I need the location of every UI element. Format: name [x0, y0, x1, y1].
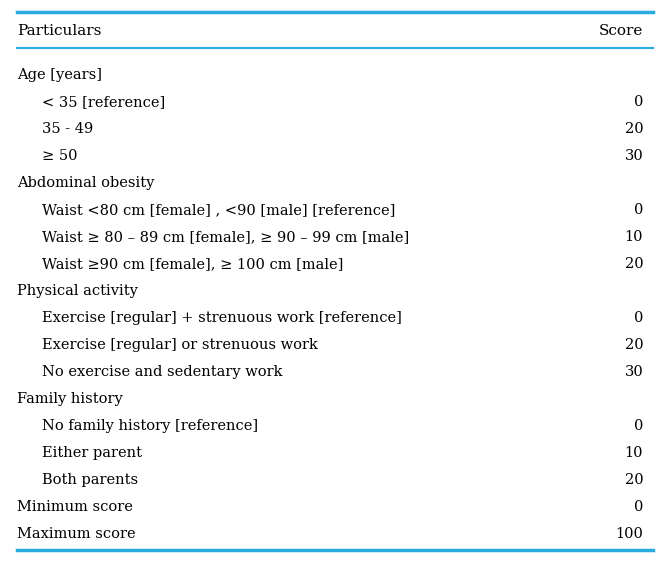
Text: Waist ≥90 cm [female], ≥ 100 cm [male]: Waist ≥90 cm [female], ≥ 100 cm [male]: [42, 257, 344, 271]
Text: No family history [reference]: No family history [reference]: [42, 419, 259, 433]
Text: 0: 0: [634, 419, 643, 433]
Text: Either parent: Either parent: [42, 446, 142, 460]
Text: < 35 [reference]: < 35 [reference]: [42, 95, 165, 109]
Text: Minimum score: Minimum score: [17, 500, 133, 513]
Text: 20: 20: [624, 122, 643, 136]
Text: Family history: Family history: [17, 392, 123, 406]
Text: Physical activity: Physical activity: [17, 284, 137, 298]
Text: 10: 10: [624, 230, 643, 244]
Text: 20: 20: [624, 257, 643, 271]
Text: Maximum score: Maximum score: [17, 527, 135, 541]
Text: 0: 0: [634, 95, 643, 109]
Text: Exercise [regular] + strenuous work [reference]: Exercise [regular] + strenuous work [ref…: [42, 311, 402, 325]
Text: 10: 10: [624, 446, 643, 460]
Text: Particulars: Particulars: [17, 24, 101, 38]
Text: Waist ≥ 80 – 89 cm [female], ≥ 90 – 99 cm [male]: Waist ≥ 80 – 89 cm [female], ≥ 90 – 99 c…: [42, 230, 409, 244]
Text: 0: 0: [634, 500, 643, 513]
Text: 30: 30: [624, 149, 643, 163]
Text: 30: 30: [624, 365, 643, 379]
Text: 35 - 49: 35 - 49: [42, 122, 93, 136]
Text: 0: 0: [634, 311, 643, 325]
Text: Both parents: Both parents: [42, 473, 138, 487]
Text: 20: 20: [624, 473, 643, 487]
Text: Score: Score: [599, 24, 643, 38]
Text: 20: 20: [624, 338, 643, 352]
Text: Age [years]: Age [years]: [17, 68, 102, 82]
Text: Exercise [regular] or strenuous work: Exercise [regular] or strenuous work: [42, 338, 318, 352]
Text: Abdominal obesity: Abdominal obesity: [17, 176, 154, 190]
Text: No exercise and sedentary work: No exercise and sedentary work: [42, 365, 283, 379]
Text: 100: 100: [615, 527, 643, 541]
Text: Waist <80 cm [female] , <90 [male] [reference]: Waist <80 cm [female] , <90 [male] [refe…: [42, 203, 395, 217]
Text: ≥ 50: ≥ 50: [42, 149, 78, 163]
Text: 0: 0: [634, 203, 643, 217]
